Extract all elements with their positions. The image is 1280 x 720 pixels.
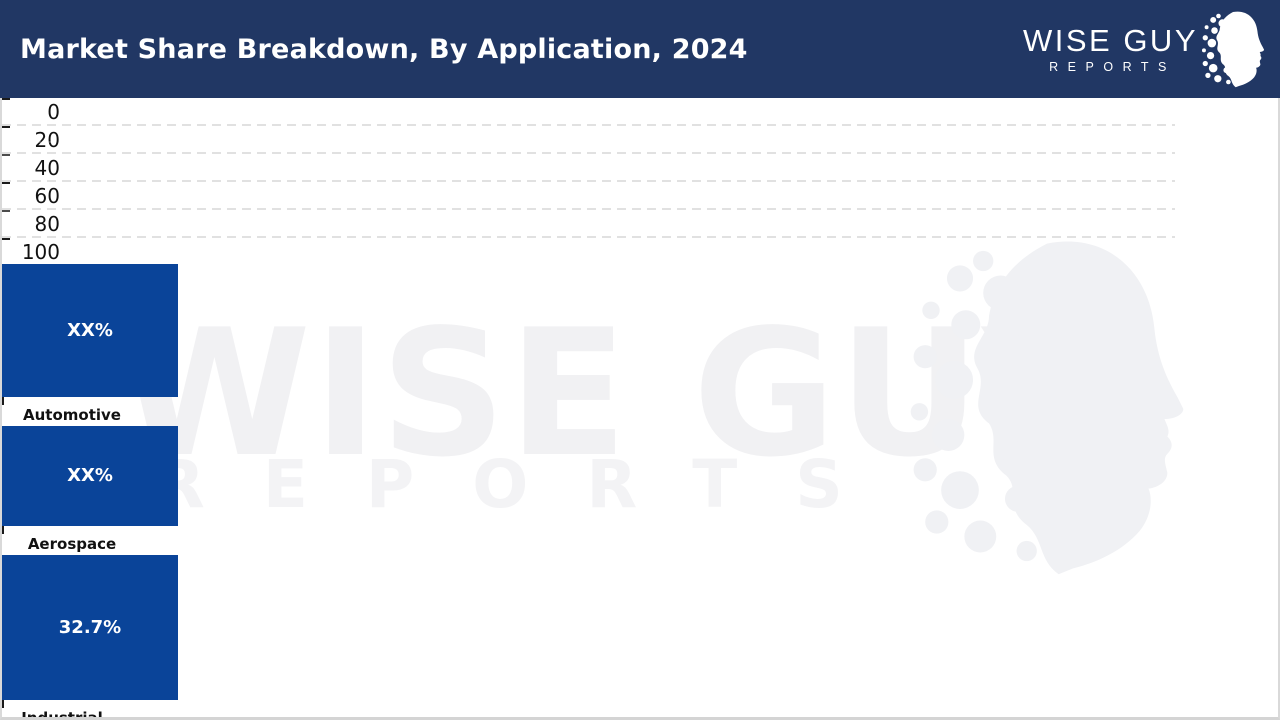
gridline-overlay xyxy=(2,141,1176,144)
y-tick-mark xyxy=(2,154,10,156)
brand-logo: WISE GUY REPORTS xyxy=(1023,9,1266,89)
watermark-subtitle: REPORTS xyxy=(154,446,901,523)
y-tick-mark xyxy=(2,182,10,184)
gridline-overlay xyxy=(2,121,1176,124)
y-tick-mark xyxy=(2,126,10,128)
bar-value-label: XX% xyxy=(67,465,113,487)
gridline xyxy=(2,208,1175,210)
waterfall-chart: 0 20 40 60 80 100 XX% Automotive XX% Aerospace 32.… xyxy=(2,98,1176,720)
logo-wordmark-line1: WISE GUY xyxy=(1022,22,1198,58)
y-tick-label: 40 xyxy=(34,156,60,180)
bar-aerospace: XX% xyxy=(2,153,1176,527)
bar-automotive: XX% xyxy=(2,141,1176,397)
header: Market Share Breakdown, By Application, … xyxy=(0,0,1280,98)
page-title: Market Share Breakdown, By Application, … xyxy=(20,33,748,65)
gridline xyxy=(2,236,1175,238)
chart-area: WISE GUY REPORTS 0 20 40 60 80 100 XX% Automoti… xyxy=(0,98,1280,720)
logo-wordmark-line2: REPORTS xyxy=(1049,59,1176,74)
x-tick-mark xyxy=(2,699,4,708)
x-tick-mark xyxy=(2,396,4,405)
gridline xyxy=(2,180,1175,182)
bar-value-label: 32.7% xyxy=(58,617,122,639)
x-tick-mark xyxy=(2,526,4,535)
y-tick-label: 80 xyxy=(34,212,60,236)
x-category-label: Industrial Machinery xyxy=(21,708,103,720)
gridline-overlay xyxy=(2,153,1176,156)
bar-value-label: XX% xyxy=(67,319,113,341)
y-tick-mark xyxy=(2,98,10,100)
y-tick-label: 0 xyxy=(47,100,60,124)
y-tick-label: 100 xyxy=(21,240,60,264)
y-tick-mark xyxy=(2,238,10,240)
y-tick-label: 20 xyxy=(34,128,60,152)
gridline xyxy=(2,124,1175,126)
y-tick-mark xyxy=(2,210,10,212)
y-tick-label: 60 xyxy=(34,184,60,208)
wise-guy-face-icon xyxy=(1200,9,1266,89)
gridline-overlay xyxy=(2,209,1176,212)
x-category-label: Automotive xyxy=(23,405,121,424)
logo-wordmark: WISE GUY REPORTS xyxy=(1022,22,1198,74)
gridline xyxy=(2,152,1175,154)
x-category-label: Aerospace xyxy=(27,535,117,554)
bar-industrial-machinery: 32.7% xyxy=(2,121,1176,700)
